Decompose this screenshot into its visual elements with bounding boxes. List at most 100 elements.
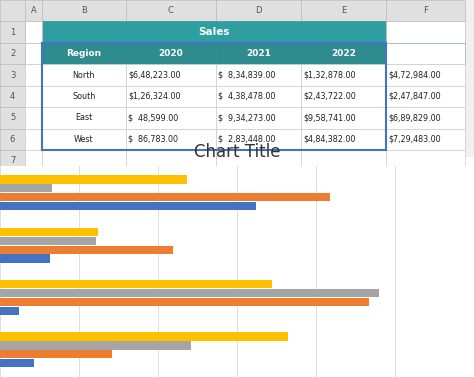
Text: Region: Region bbox=[66, 49, 101, 58]
Text: 2023: 2023 bbox=[413, 49, 438, 58]
Text: 3: 3 bbox=[10, 70, 15, 80]
Bar bbox=[126, 129, 216, 150]
Bar bbox=[216, 64, 301, 86]
Bar bbox=[126, 150, 216, 172]
Bar bbox=[0, 280, 273, 288]
Text: 2020: 2020 bbox=[158, 49, 183, 58]
Bar bbox=[386, 64, 465, 86]
Bar bbox=[0, 193, 330, 201]
Text: Sales: Sales bbox=[198, 27, 230, 37]
Bar bbox=[216, 43, 301, 64]
Text: North: North bbox=[73, 70, 95, 80]
Text: $7,29,483.00: $7,29,483.00 bbox=[389, 135, 441, 144]
Text: $4,84,382.00: $4,84,382.00 bbox=[303, 135, 356, 144]
Bar bbox=[216, 129, 301, 150]
Bar bbox=[25, 86, 42, 107]
Bar bbox=[25, 21, 42, 43]
Text: $  86,783.00: $ 86,783.00 bbox=[128, 135, 178, 144]
Text: 2021: 2021 bbox=[246, 49, 271, 58]
Bar bbox=[301, 43, 386, 64]
Text: West: West bbox=[74, 135, 93, 144]
Bar bbox=[126, 0, 216, 21]
Bar bbox=[42, 21, 386, 43]
Bar bbox=[25, 150, 42, 172]
Bar bbox=[42, 64, 126, 86]
Bar bbox=[386, 64, 465, 86]
Bar bbox=[0, 175, 187, 184]
Bar bbox=[42, 43, 386, 150]
Text: 2: 2 bbox=[10, 49, 15, 58]
Bar bbox=[386, 0, 465, 21]
Text: $2,47,847.00: $2,47,847.00 bbox=[389, 92, 441, 101]
Bar bbox=[386, 150, 465, 172]
Text: 2022: 2022 bbox=[331, 49, 356, 58]
Bar bbox=[0, 289, 379, 297]
Bar bbox=[0, 107, 25, 129]
Bar bbox=[386, 107, 465, 129]
Bar bbox=[25, 107, 42, 129]
Bar bbox=[0, 307, 19, 315]
Bar bbox=[386, 86, 465, 107]
Bar bbox=[216, 107, 301, 129]
Bar bbox=[301, 150, 386, 172]
Bar bbox=[42, 150, 126, 172]
Bar bbox=[0, 202, 256, 210]
Bar bbox=[42, 129, 126, 150]
Bar bbox=[25, 64, 42, 86]
Text: $6,89,829.00: $6,89,829.00 bbox=[389, 113, 441, 123]
Bar bbox=[126, 64, 216, 86]
Text: $9,58,741.00: $9,58,741.00 bbox=[303, 113, 356, 123]
Bar bbox=[0, 21, 25, 43]
Bar bbox=[0, 254, 50, 263]
Text: South: South bbox=[72, 92, 95, 101]
Bar bbox=[386, 43, 465, 64]
Text: $  48,599.00: $ 48,599.00 bbox=[128, 113, 178, 123]
Text: B: B bbox=[81, 6, 87, 15]
Bar bbox=[0, 150, 25, 172]
Text: F: F bbox=[423, 6, 428, 15]
Text: 4: 4 bbox=[10, 92, 15, 101]
Bar bbox=[386, 21, 465, 43]
Text: $4,72,984.00: $4,72,984.00 bbox=[389, 70, 441, 80]
Bar bbox=[0, 64, 25, 86]
Bar bbox=[126, 86, 216, 107]
Bar bbox=[0, 237, 96, 245]
Bar bbox=[126, 107, 216, 129]
Text: $1,32,878.00: $1,32,878.00 bbox=[303, 70, 356, 80]
Bar bbox=[301, 64, 386, 86]
Bar bbox=[42, 0, 126, 21]
Bar bbox=[0, 333, 288, 341]
Bar bbox=[42, 86, 126, 107]
Bar bbox=[0, 43, 25, 64]
Text: 7: 7 bbox=[10, 156, 15, 165]
Bar bbox=[301, 107, 386, 129]
Text: $  2,83,448.00: $ 2,83,448.00 bbox=[218, 135, 275, 144]
Text: 5: 5 bbox=[10, 113, 15, 123]
Bar bbox=[386, 107, 465, 129]
Bar bbox=[386, 86, 465, 107]
Text: $  9,34,273.00: $ 9,34,273.00 bbox=[218, 113, 276, 123]
Text: E: E bbox=[341, 6, 346, 15]
Bar bbox=[0, 228, 98, 236]
Text: C: C bbox=[168, 6, 173, 15]
Bar bbox=[0, 0, 25, 21]
Bar bbox=[42, 107, 126, 129]
Bar bbox=[0, 86, 25, 107]
Bar bbox=[126, 43, 216, 64]
Bar bbox=[0, 350, 112, 359]
Text: $  4,38,478.00: $ 4,38,478.00 bbox=[218, 92, 275, 101]
Bar bbox=[216, 0, 301, 21]
Bar bbox=[216, 150, 301, 172]
Bar bbox=[0, 298, 369, 306]
Text: $1,26,324.00: $1,26,324.00 bbox=[128, 92, 181, 101]
Bar bbox=[0, 184, 53, 192]
Bar bbox=[25, 0, 42, 21]
Text: $2,43,722.00: $2,43,722.00 bbox=[303, 92, 356, 101]
Bar bbox=[386, 43, 465, 64]
Bar bbox=[25, 129, 42, 150]
Text: $  8,34,839.00: $ 8,34,839.00 bbox=[218, 70, 275, 80]
Text: A: A bbox=[30, 6, 36, 15]
Bar bbox=[301, 86, 386, 107]
Bar bbox=[0, 359, 34, 368]
Bar bbox=[216, 86, 301, 107]
